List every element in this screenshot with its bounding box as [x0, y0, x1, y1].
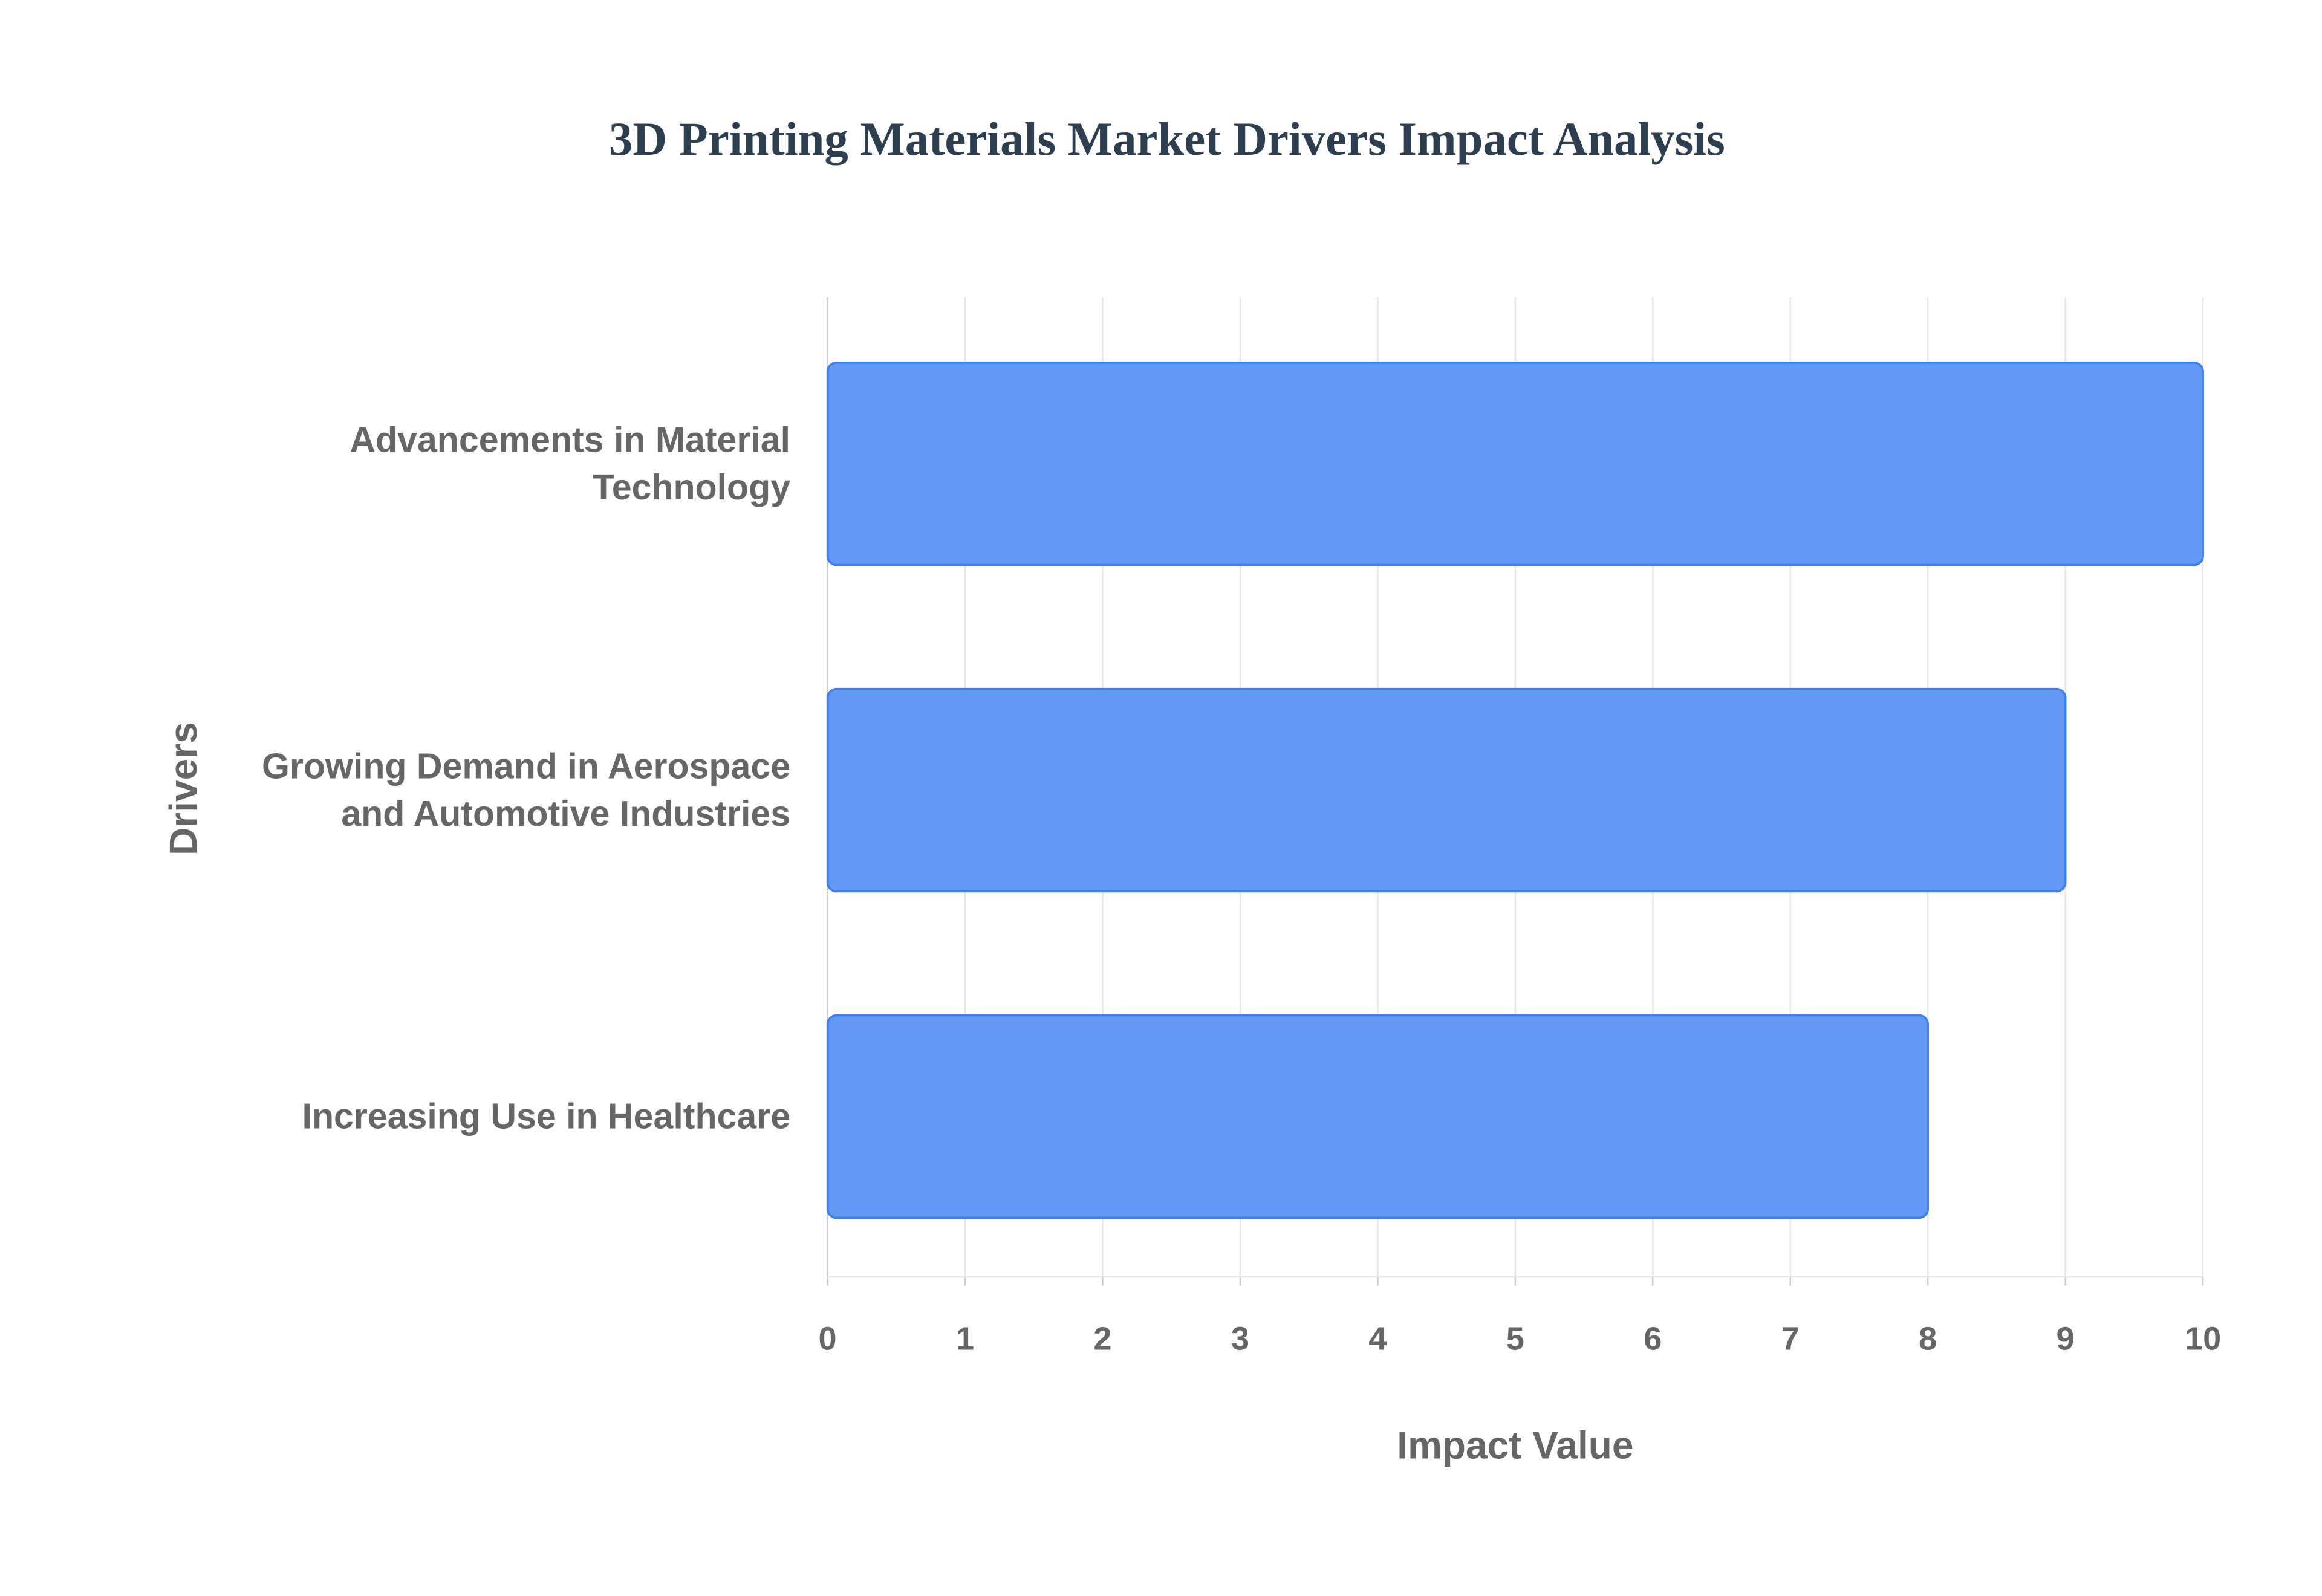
bar — [826, 361, 2204, 566]
y-axis-title: Drivers — [161, 722, 205, 855]
bar — [826, 1014, 1930, 1219]
x-tick-label: 5 — [1506, 1321, 1524, 1357]
x-tick-label: 4 — [1368, 1321, 1387, 1357]
y-tick-label: Advancements in Material Technology — [350, 420, 790, 507]
x-tick-label: 6 — [1644, 1321, 1662, 1357]
x-tick-label: 1 — [956, 1321, 974, 1357]
x-tick-label: 8 — [1919, 1321, 1937, 1357]
y-tick-label: Growing Demand in Aerospace and Automotiv… — [262, 746, 790, 834]
x-tick-label: 9 — [2057, 1321, 2075, 1357]
x-tick-label: 10 — [2185, 1321, 2221, 1357]
y-tick-label: Increasing Use in Healthcare — [302, 1097, 791, 1137]
x-tick-label: 0 — [819, 1321, 837, 1357]
bar — [826, 687, 2067, 893]
x-tick-label: 2 — [1093, 1321, 1111, 1357]
x-axis-title: Impact Value — [1397, 1423, 1633, 1467]
chart-title: 3D Printing Materials Market Drivers Imp… — [609, 113, 1725, 166]
x-tick-label: 7 — [1781, 1321, 1800, 1357]
x-tick-label: 3 — [1231, 1321, 1249, 1357]
